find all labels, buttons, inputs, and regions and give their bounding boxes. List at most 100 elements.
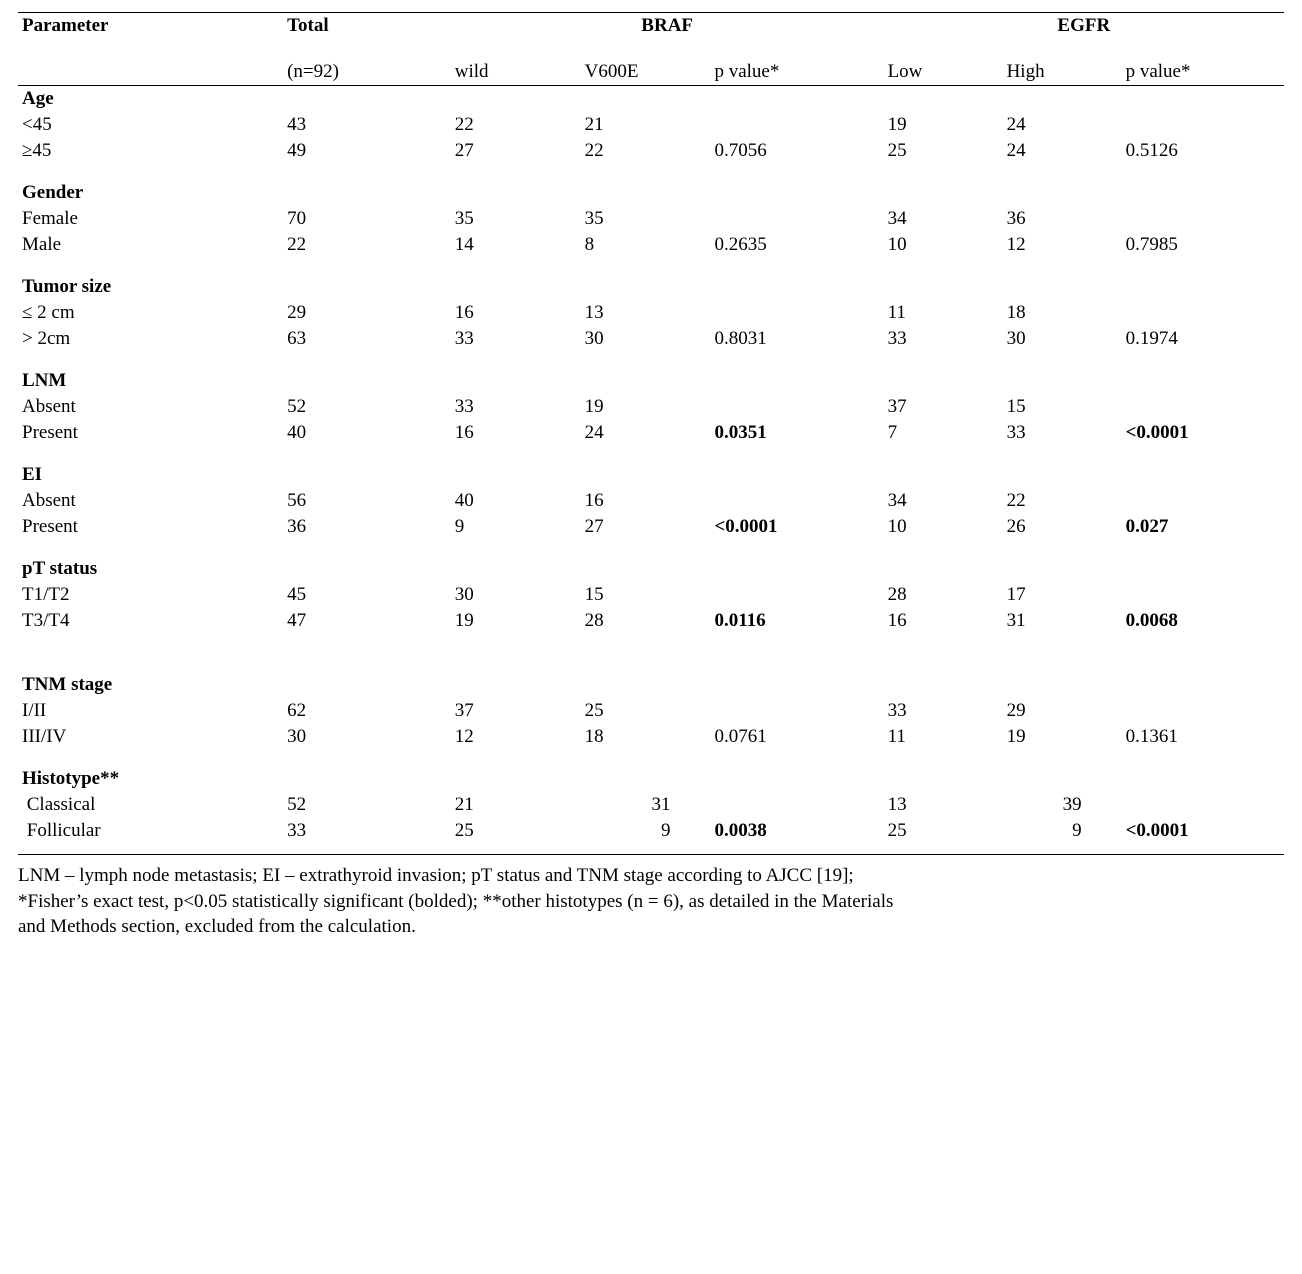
row-label: ≥45 bbox=[18, 138, 283, 164]
cell-value: 10 bbox=[884, 514, 1003, 540]
cell-value: 22 bbox=[283, 232, 451, 258]
col-egfr-high: High bbox=[1003, 39, 1122, 86]
clinicopath-table: Parameter Total BRAF EGFR (n=92) wild V6… bbox=[18, 12, 1284, 844]
col-braf: BRAF bbox=[451, 13, 884, 40]
cell-value: 18 bbox=[1003, 300, 1122, 326]
cell-value: 30 bbox=[581, 326, 711, 352]
cell-value: 34 bbox=[884, 206, 1003, 232]
cell-value bbox=[1122, 582, 1284, 608]
cell-value: 25 bbox=[884, 138, 1003, 164]
cell-value: 22 bbox=[1003, 488, 1122, 514]
cell-value: 22 bbox=[581, 138, 711, 164]
table-body: Age<454322211924≥454927220.705625240.512… bbox=[18, 86, 1284, 845]
cell-value: 0.0351 bbox=[710, 420, 883, 446]
cell-value: 0.0038 bbox=[710, 818, 883, 844]
footnote-line: LNM – lymph node metastasis; EI – extrat… bbox=[18, 865, 854, 886]
cell-value: 34 bbox=[884, 488, 1003, 514]
cell-value: 9 bbox=[1003, 818, 1122, 844]
cell-value: 47 bbox=[283, 608, 451, 634]
cell-value: 19 bbox=[884, 112, 1003, 138]
cell-value: 12 bbox=[451, 724, 581, 750]
cell-value: 13 bbox=[884, 792, 1003, 818]
cell-value: 19 bbox=[1003, 724, 1122, 750]
cell-value: 19 bbox=[451, 608, 581, 634]
cell-value bbox=[710, 112, 883, 138]
cell-value: 14 bbox=[451, 232, 581, 258]
cell-value: 11 bbox=[884, 724, 1003, 750]
cell-value: 39 bbox=[1003, 792, 1122, 818]
row-label: III/IV bbox=[18, 724, 283, 750]
cell-value bbox=[710, 300, 883, 326]
cell-value: 28 bbox=[581, 608, 711, 634]
row-label: Male bbox=[18, 232, 283, 258]
cell-value: 40 bbox=[451, 488, 581, 514]
cell-value bbox=[1122, 394, 1284, 420]
section-title: Age bbox=[18, 86, 283, 113]
col-total-sub: (n=92) bbox=[283, 39, 451, 86]
section-title: Histotype** bbox=[18, 750, 283, 792]
section-title: TNM stage bbox=[18, 634, 283, 698]
col-egfr: EGFR bbox=[884, 13, 1284, 40]
cell-value: 30 bbox=[1003, 326, 1122, 352]
cell-value: 21 bbox=[581, 112, 711, 138]
cell-value: 0.0761 bbox=[710, 724, 883, 750]
col-braf-p: p value* bbox=[710, 39, 883, 86]
cell-value: 35 bbox=[451, 206, 581, 232]
cell-value bbox=[710, 394, 883, 420]
cell-value: 52 bbox=[283, 394, 451, 420]
cell-value: 37 bbox=[451, 698, 581, 724]
cell-value bbox=[710, 582, 883, 608]
cell-value: 52 bbox=[283, 792, 451, 818]
cell-value: <0.0001 bbox=[1122, 818, 1284, 844]
cell-value: 24 bbox=[1003, 138, 1122, 164]
cell-value: 27 bbox=[581, 514, 711, 540]
cell-value: 16 bbox=[581, 488, 711, 514]
cell-value: 33 bbox=[283, 818, 451, 844]
cell-value: <0.0001 bbox=[1122, 420, 1284, 446]
cell-value bbox=[710, 488, 883, 514]
cell-value bbox=[1122, 206, 1284, 232]
col-total: Total bbox=[283, 13, 451, 40]
cell-value: 31 bbox=[581, 792, 711, 818]
cell-value: 16 bbox=[451, 420, 581, 446]
cell-value: 17 bbox=[1003, 582, 1122, 608]
cell-value: 37 bbox=[884, 394, 1003, 420]
cell-value: 9 bbox=[451, 514, 581, 540]
cell-value: 25 bbox=[581, 698, 711, 724]
cell-value: 29 bbox=[1003, 698, 1122, 724]
cell-value bbox=[1122, 792, 1284, 818]
cell-value: 8 bbox=[581, 232, 711, 258]
cell-value: 28 bbox=[884, 582, 1003, 608]
cell-value: 16 bbox=[884, 608, 1003, 634]
cell-value: 43 bbox=[283, 112, 451, 138]
cell-value: 10 bbox=[884, 232, 1003, 258]
table-footnote: LNM – lymph node metastasis; EI – extrat… bbox=[18, 854, 1284, 940]
row-label: ≤ 2 cm bbox=[18, 300, 283, 326]
cell-value: 36 bbox=[283, 514, 451, 540]
row-label: Absent bbox=[18, 488, 283, 514]
table-header: Parameter Total BRAF EGFR (n=92) wild V6… bbox=[18, 13, 1284, 86]
cell-value: 24 bbox=[1003, 112, 1122, 138]
cell-value: 19 bbox=[581, 394, 711, 420]
row-label: Present bbox=[18, 514, 283, 540]
cell-value: 0.7985 bbox=[1122, 232, 1284, 258]
row-label: Follicular bbox=[18, 818, 283, 844]
row-label: > 2cm bbox=[18, 326, 283, 352]
section-title: LNM bbox=[18, 352, 283, 394]
row-label: Classical bbox=[18, 792, 283, 818]
cell-value: 24 bbox=[581, 420, 711, 446]
cell-value: 62 bbox=[283, 698, 451, 724]
cell-value: 31 bbox=[1003, 608, 1122, 634]
section-title: Gender bbox=[18, 164, 283, 206]
cell-value: 21 bbox=[451, 792, 581, 818]
cell-value: 36 bbox=[1003, 206, 1122, 232]
col-parameter-sub bbox=[18, 39, 283, 86]
cell-value: <0.0001 bbox=[710, 514, 883, 540]
cell-value: 22 bbox=[451, 112, 581, 138]
section-title: EI bbox=[18, 446, 283, 488]
cell-value bbox=[1122, 488, 1284, 514]
cell-value: 13 bbox=[581, 300, 711, 326]
cell-value: 12 bbox=[1003, 232, 1122, 258]
cell-value: 45 bbox=[283, 582, 451, 608]
row-label: Absent bbox=[18, 394, 283, 420]
